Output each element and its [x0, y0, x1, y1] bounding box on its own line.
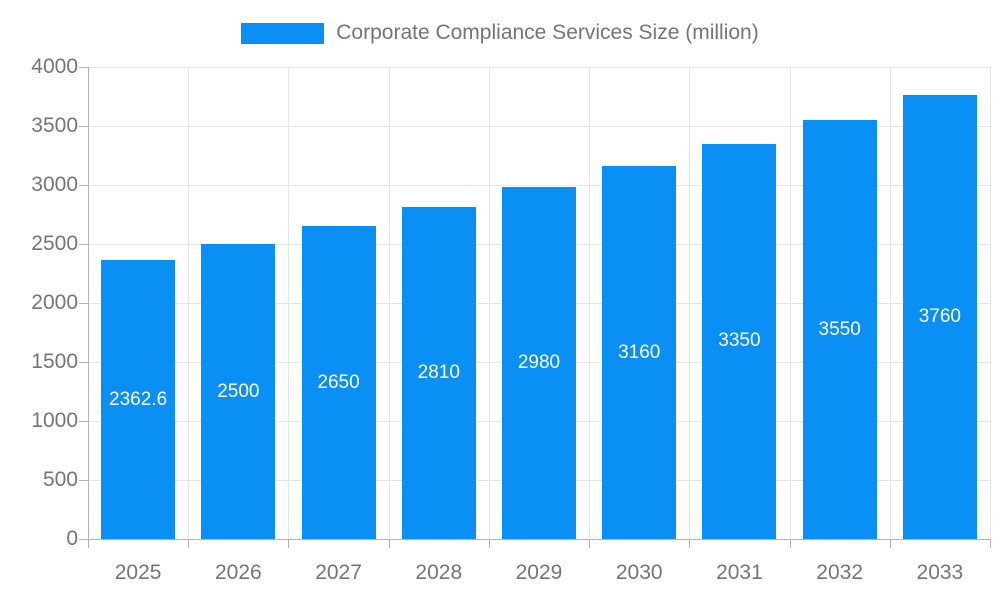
x-axis-tick — [488, 539, 490, 548]
x-axis-tick — [288, 539, 290, 548]
legend-label: Corporate Compliance Services Size (mill… — [336, 21, 759, 44]
y-axis-label: 4000 — [31, 55, 78, 78]
x-axis-label: 2028 — [415, 561, 463, 584]
bar-2028: 2810 — [401, 207, 476, 539]
x-axis-tick — [388, 539, 390, 548]
y-axis-tick — [79, 185, 88, 186]
x-axis-label: 2033 — [916, 561, 964, 584]
gridline-vertical — [188, 67, 190, 539]
x-axis-tick — [689, 539, 691, 548]
x-axis-tick — [789, 539, 791, 548]
bar-value-label: 3350 — [718, 330, 761, 352]
y-axis-label: 0 — [66, 527, 78, 550]
gridline-vertical — [990, 67, 991, 539]
x-axis-label: 2025 — [114, 561, 162, 584]
x-axis-label: 2032 — [816, 561, 864, 584]
y-axis-tick — [79, 539, 88, 540]
bar-2029: 2980 — [502, 187, 576, 539]
x-axis-tick — [188, 539, 190, 548]
y-axis-label: 3500 — [31, 114, 78, 137]
gridline-vertical — [488, 67, 490, 539]
bar-value-label: 2810 — [417, 362, 460, 384]
bar-value-label: 2500 — [217, 380, 260, 402]
y-axis-label: 1500 — [31, 350, 78, 373]
x-axis-line — [88, 539, 990, 540]
legend: Corporate Compliance Services Size (mill… — [0, 18, 1000, 48]
x-axis-tick — [889, 539, 891, 548]
y-axis-label: 3000 — [31, 173, 78, 196]
bar-2032: 3550 — [802, 120, 877, 539]
gridline-horizontal — [88, 126, 990, 127]
x-axis-label: 2031 — [716, 561, 763, 584]
y-axis-tick — [79, 421, 88, 422]
y-axis-label: 2000 — [31, 291, 78, 314]
bar-2025: 2362.6 — [101, 260, 176, 539]
bar-value-label: 3550 — [818, 318, 861, 340]
y-axis-line — [88, 67, 89, 539]
gridline-vertical — [789, 67, 791, 539]
x-axis-tick — [88, 539, 89, 548]
y-axis-label: 1000 — [31, 409, 78, 432]
bar-value-label: 3160 — [618, 341, 661, 363]
bar-value-label: 3760 — [918, 306, 962, 328]
y-axis-tick — [79, 480, 88, 481]
gridline-vertical — [689, 67, 691, 539]
bar-2026: 2500 — [201, 244, 276, 539]
gridline-horizontal — [88, 67, 990, 68]
y-axis-tick — [79, 126, 88, 127]
gridline-vertical — [388, 67, 390, 539]
gridline-vertical — [889, 67, 891, 539]
bar-value-label: 2980 — [517, 352, 561, 374]
x-axis-label: 2029 — [515, 561, 563, 584]
y-axis-tick — [79, 362, 88, 363]
bar-2030: 3160 — [602, 166, 677, 539]
bar-2031: 3350 — [702, 143, 777, 539]
bar-2033: 3760 — [902, 95, 977, 539]
gridline-vertical — [589, 67, 591, 539]
y-axis-label: 2500 — [31, 232, 78, 255]
gridline-horizontal — [88, 185, 990, 186]
bar-2027: 2650 — [301, 226, 376, 539]
gridline-vertical — [288, 67, 290, 539]
x-axis-tick — [990, 539, 991, 548]
bar-value-label: 2650 — [317, 371, 360, 393]
y-axis-label: 500 — [42, 468, 78, 491]
x-axis-label: 2030 — [615, 561, 663, 584]
bar-value-label: 2362.6 — [109, 388, 168, 410]
y-axis-tick — [79, 244, 88, 245]
x-axis-tick — [589, 539, 591, 548]
x-axis-label: 2027 — [315, 561, 362, 584]
y-axis-tick — [79, 303, 88, 304]
legend-swatch — [241, 22, 325, 44]
x-axis-label: 2026 — [214, 561, 262, 584]
y-axis-tick — [79, 67, 88, 68]
